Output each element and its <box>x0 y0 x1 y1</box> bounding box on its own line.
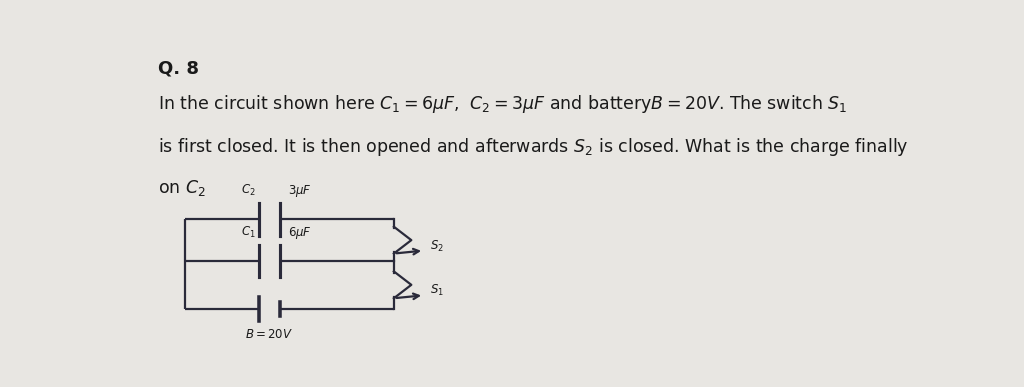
Text: $6\mu F$: $6\mu F$ <box>288 225 311 241</box>
Text: $S_1$: $S_1$ <box>430 283 444 298</box>
Text: $S_2$: $S_2$ <box>430 238 444 253</box>
Text: on $C_2$: on $C_2$ <box>158 178 206 198</box>
Text: $B = 20V$: $B = 20V$ <box>245 328 293 341</box>
Text: $C_1$: $C_1$ <box>242 225 256 240</box>
Text: $C_2$: $C_2$ <box>242 183 256 199</box>
Text: is first closed. It is then opened and afterwards $S_2$ is closed. What is the c: is first closed. It is then opened and a… <box>158 136 909 158</box>
Text: Q. 8: Q. 8 <box>158 60 199 78</box>
Text: $3\mu F$: $3\mu F$ <box>288 183 311 199</box>
Text: In the circuit shown here $C_1 = 6\mu F$,  $C_2 = 3\mu F$ and battery$B = 20V$. : In the circuit shown here $C_1 = 6\mu F$… <box>158 92 848 115</box>
